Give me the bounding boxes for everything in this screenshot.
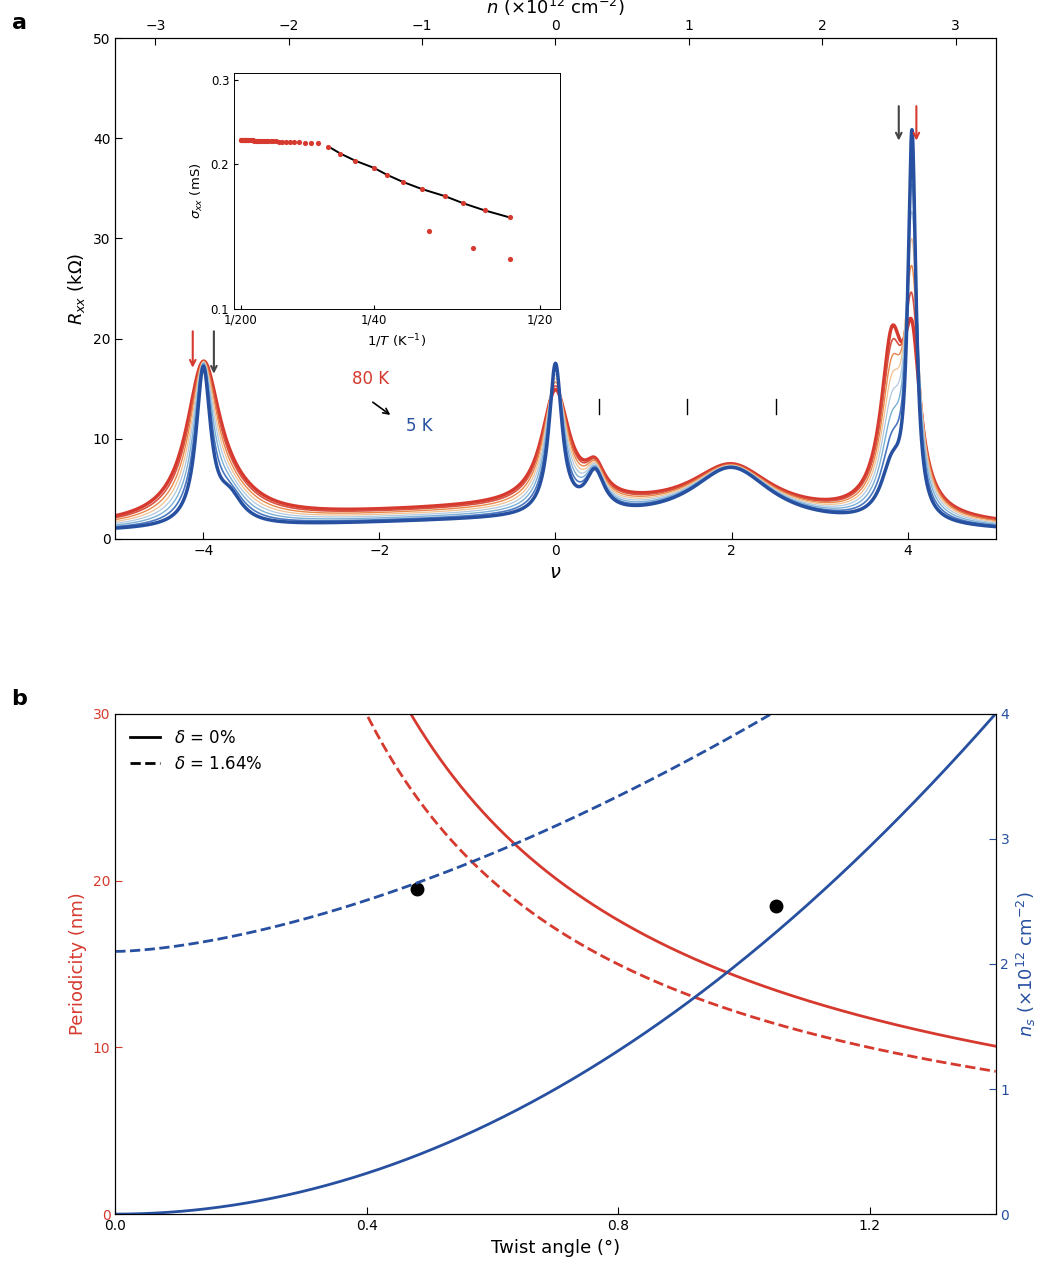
X-axis label: $\nu$: $\nu$ bbox=[549, 564, 562, 581]
Y-axis label: Periodicity (nm): Periodicity (nm) bbox=[69, 892, 87, 1035]
X-axis label: Twist angle (°): Twist angle (°) bbox=[490, 1238, 620, 1256]
Text: b: b bbox=[12, 689, 27, 709]
Text: 5 K: 5 K bbox=[406, 417, 433, 435]
Y-axis label: $n_s$ ($\times$10$^{12}$ cm$^{-2}$): $n_s$ ($\times$10$^{12}$ cm$^{-2}$) bbox=[1014, 891, 1038, 1036]
Legend: $\delta$ = 0%, $\delta$ = 1.64%: $\delta$ = 0%, $\delta$ = 1.64% bbox=[124, 722, 268, 780]
Y-axis label: $R_{xx}$ (k$\Omega$): $R_{xx}$ (k$\Omega$) bbox=[66, 252, 87, 325]
Text: a: a bbox=[13, 13, 27, 33]
Text: 80 K: 80 K bbox=[352, 369, 389, 387]
X-axis label: $n$ ($\times$10$^{12}$ cm$^{-2}$): $n$ ($\times$10$^{12}$ cm$^{-2}$) bbox=[486, 0, 625, 18]
